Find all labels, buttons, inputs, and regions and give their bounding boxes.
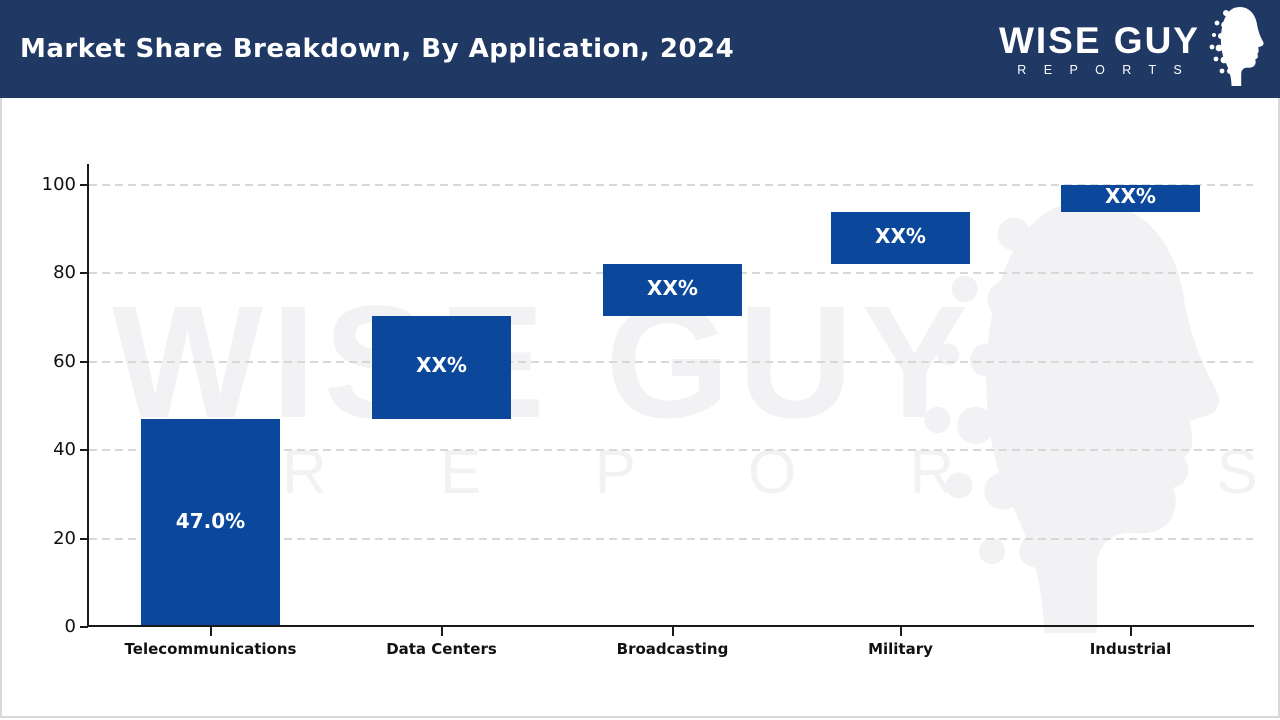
brand-name: WISE GUY bbox=[998, 19, 1200, 61]
brand-logo-text: WISE GUY R E P O R T S bbox=[999, 22, 1200, 77]
brand-logo: WISE GUY R E P O R T S bbox=[999, 4, 1266, 94]
brand-subtitle: R E P O R T S bbox=[1017, 62, 1189, 77]
bar-value-label: 47.0% bbox=[175, 509, 246, 533]
x-tick bbox=[209, 627, 212, 636]
bar-value-label: XX% bbox=[875, 224, 926, 249]
y-tick-label: 0 bbox=[64, 616, 76, 637]
bar-data-centers bbox=[372, 315, 511, 420]
x-axis-category-label: Telecommunications bbox=[124, 640, 297, 658]
y-tick bbox=[80, 626, 88, 628]
x-axis-category-label: Broadcasting bbox=[616, 640, 729, 658]
header-bar: Market Share Breakdown, By Application, … bbox=[0, 0, 1280, 98]
bar-telecommunications bbox=[141, 419, 280, 627]
x-tick bbox=[671, 627, 674, 636]
y-tick bbox=[80, 272, 88, 274]
chart-canvas bbox=[0, 98, 1280, 718]
bar-industrial bbox=[1061, 184, 1200, 213]
bar-value-label: XX% bbox=[647, 276, 698, 301]
gridline bbox=[89, 449, 1253, 451]
x-axis-category-label: Industrial bbox=[1089, 640, 1172, 658]
y-tick bbox=[80, 537, 88, 540]
x-tick bbox=[440, 627, 443, 636]
gridline bbox=[89, 537, 1253, 540]
y-tick-label: 20 bbox=[53, 527, 76, 549]
y-tick bbox=[80, 360, 88, 363]
head-profile-icon bbox=[1204, 4, 1266, 94]
y-tick bbox=[80, 449, 88, 451]
x-tick bbox=[899, 627, 902, 636]
y-tick-label: 60 bbox=[53, 350, 76, 372]
bar-value-label: XX% bbox=[1105, 184, 1156, 209]
bar-broadcasting bbox=[603, 264, 742, 316]
x-axis-category-label: Data Centers bbox=[386, 640, 497, 658]
x-axis-category-label: Military bbox=[868, 640, 933, 658]
y-axis-line bbox=[87, 164, 89, 627]
gridline bbox=[89, 360, 1253, 363]
y-tick-label: 40 bbox=[53, 439, 76, 460]
x-tick bbox=[1129, 627, 1132, 636]
y-tick bbox=[80, 183, 88, 186]
y-tick-label: 100 bbox=[41, 173, 76, 195]
y-tick-label: 80 bbox=[53, 262, 76, 283]
page-title: Market Share Breakdown, By Application, … bbox=[20, 34, 735, 64]
gridline bbox=[89, 183, 1253, 186]
x-axis-line bbox=[87, 625, 1254, 627]
watermark-head-icon bbox=[858, 185, 1268, 659]
bar-military bbox=[831, 212, 970, 265]
bar-value-label: XX% bbox=[416, 353, 467, 378]
